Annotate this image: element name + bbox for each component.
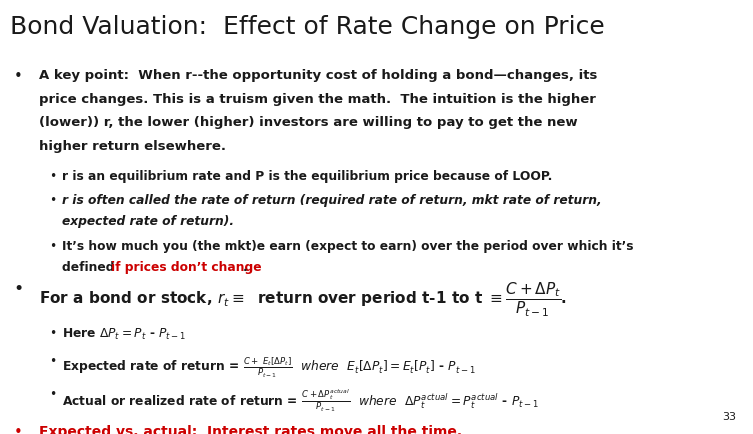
Text: •: • — [14, 69, 23, 85]
Text: if prices don’t change: if prices don’t change — [111, 261, 261, 274]
Text: •: • — [14, 280, 24, 298]
Text: Actual or realized rate of return = $\frac{C+\Delta P_t^{actual}}{P_{t-1}}$ $\ w: Actual or realized rate of return = $\fr… — [62, 388, 539, 414]
Text: •: • — [49, 194, 56, 207]
Text: •: • — [49, 327, 56, 340]
Text: defined: defined — [62, 261, 118, 274]
Text: Here $\Delta P_t= P_t$ - $P_{t-1}$: Here $\Delta P_t= P_t$ - $P_{t-1}$ — [62, 327, 186, 342]
Text: Expected rate of return = $\frac{C+\ E_t[\Delta P_t]}{P_{t-1}}$ $\ where\ $ $E_t: Expected rate of return = $\frac{C+\ E_t… — [62, 355, 475, 379]
Text: expected rate of return).: expected rate of return). — [62, 215, 233, 228]
Text: 33: 33 — [722, 412, 736, 422]
Text: A key point:  When r--the opportunity cost of holding a bond—changes, its: A key point: When r--the opportunity cos… — [39, 69, 598, 82]
Text: .: . — [242, 261, 247, 274]
Text: •: • — [14, 425, 23, 434]
Text: Bond Valuation:  Effect of Rate Change on Price: Bond Valuation: Effect of Rate Change on… — [10, 15, 605, 39]
Text: r is an equilibrium rate and P is the equilibrium price because of LOOP.: r is an equilibrium rate and P is the eq… — [62, 170, 552, 183]
Text: •: • — [49, 240, 56, 253]
Text: It’s how much you (the mkt)e earn (expect to earn) over the period over which it: It’s how much you (the mkt)e earn (expec… — [62, 240, 633, 253]
Text: Expected vs. actual:  Interest rates move all the time.: Expected vs. actual: Interest rates move… — [39, 425, 462, 434]
Text: price changes. This is a truism given the math.  The intuition is the higher: price changes. This is a truism given th… — [39, 93, 596, 106]
Text: •: • — [49, 388, 56, 401]
Text: r is often called the rate of return (required rate of return, mkt rate of retur: r is often called the rate of return (re… — [62, 194, 602, 207]
Text: •: • — [49, 170, 56, 183]
Text: higher return elsewhere.: higher return elsewhere. — [39, 140, 226, 153]
Text: For a bond or stock, $r_t \equiv$  return over period t-1 to t $\equiv \dfrac{C+: For a bond or stock, $r_t \equiv$ return… — [39, 280, 567, 319]
Text: •: • — [49, 355, 56, 368]
Text: (lower)) r, the lower (higher) investors are willing to pay to get the new: (lower)) r, the lower (higher) investors… — [39, 116, 578, 129]
